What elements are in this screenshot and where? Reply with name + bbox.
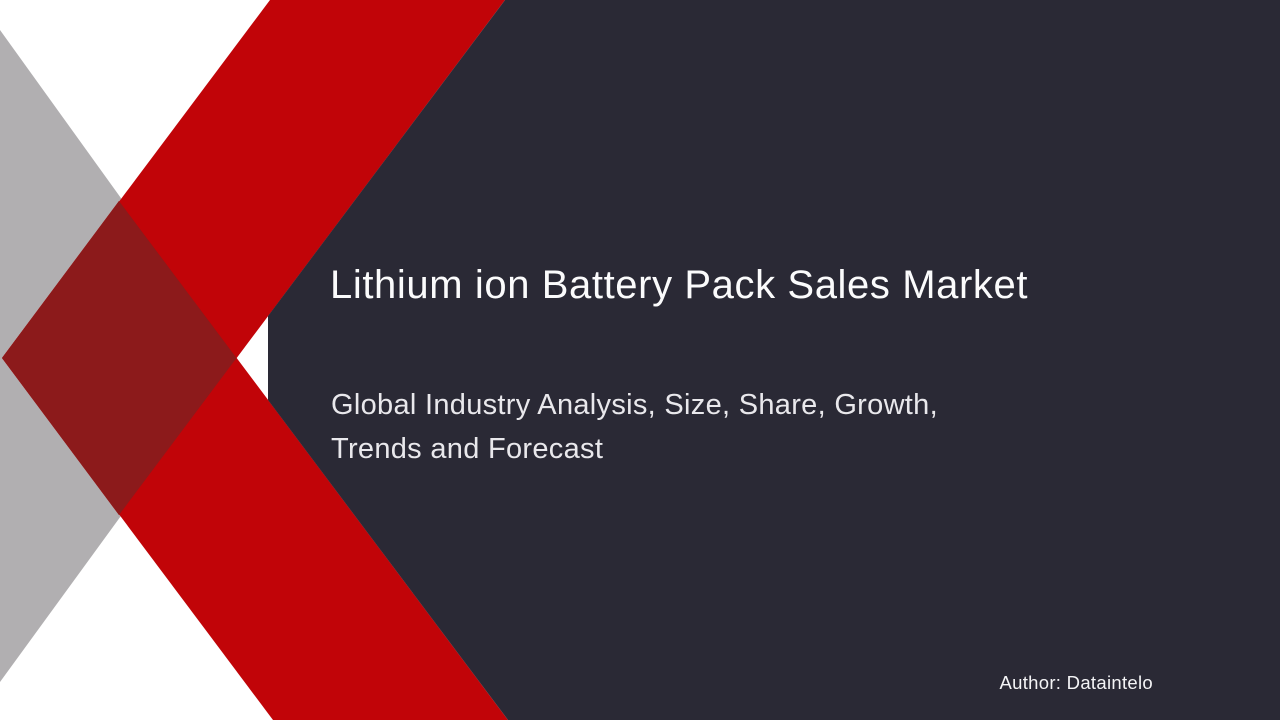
red-overlap-diamond [2, 201, 237, 515]
dark-background-panel [268, 0, 1280, 720]
